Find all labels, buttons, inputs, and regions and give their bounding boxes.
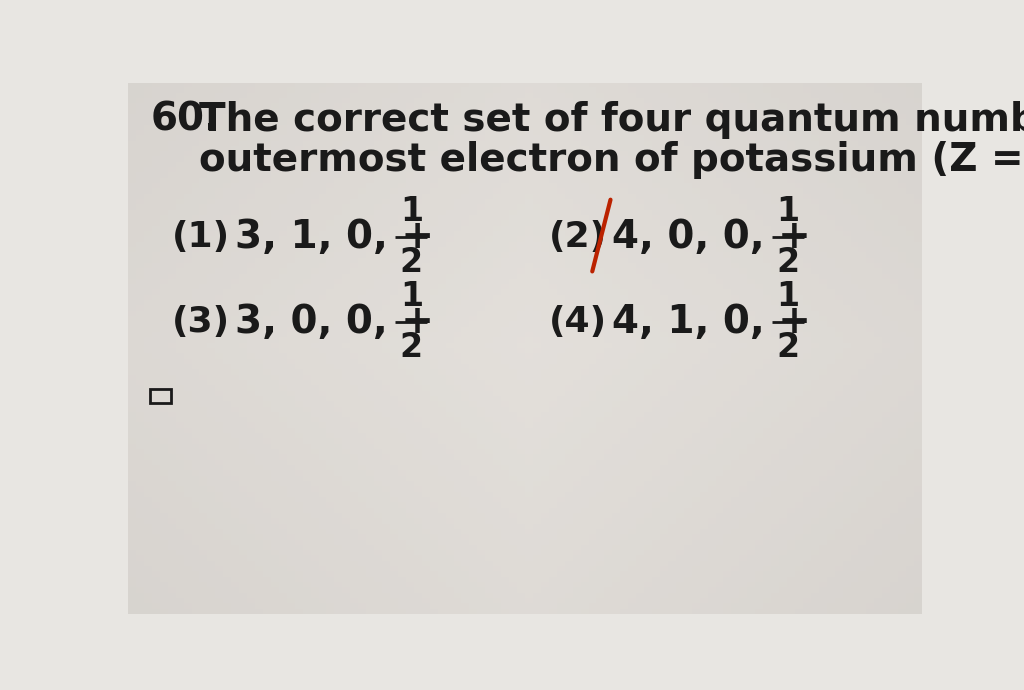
Text: (1): (1) [172,220,229,254]
Bar [151,389,171,403]
Text: 3, 1, 0, +: 3, 1, 0, + [236,218,434,256]
Text: 2: 2 [777,331,800,364]
Text: 1: 1 [777,280,800,313]
Text: 60.: 60. [151,101,219,139]
Text: (2): (2) [549,220,607,254]
Text: The correct set of four quantum numbers: The correct set of four quantum numbers [200,101,1024,139]
Text: 4, 0, 0, +: 4, 0, 0, + [612,218,811,256]
Text: 4, 1, 0, +: 4, 1, 0, + [612,303,811,341]
Text: 2: 2 [399,246,423,279]
Text: outermost electron of potassium (Z = 19) is: outermost electron of potassium (Z = 19)… [200,141,1024,179]
Text: 3, 0, 0, +: 3, 0, 0, + [236,303,434,341]
Text: 2: 2 [777,246,800,279]
Text: (3): (3) [172,305,229,339]
Text: (4): (4) [549,305,607,339]
Text: 1: 1 [399,280,423,313]
Text: 1: 1 [399,195,423,228]
Text: 1: 1 [777,195,800,228]
Text: 2: 2 [399,331,423,364]
